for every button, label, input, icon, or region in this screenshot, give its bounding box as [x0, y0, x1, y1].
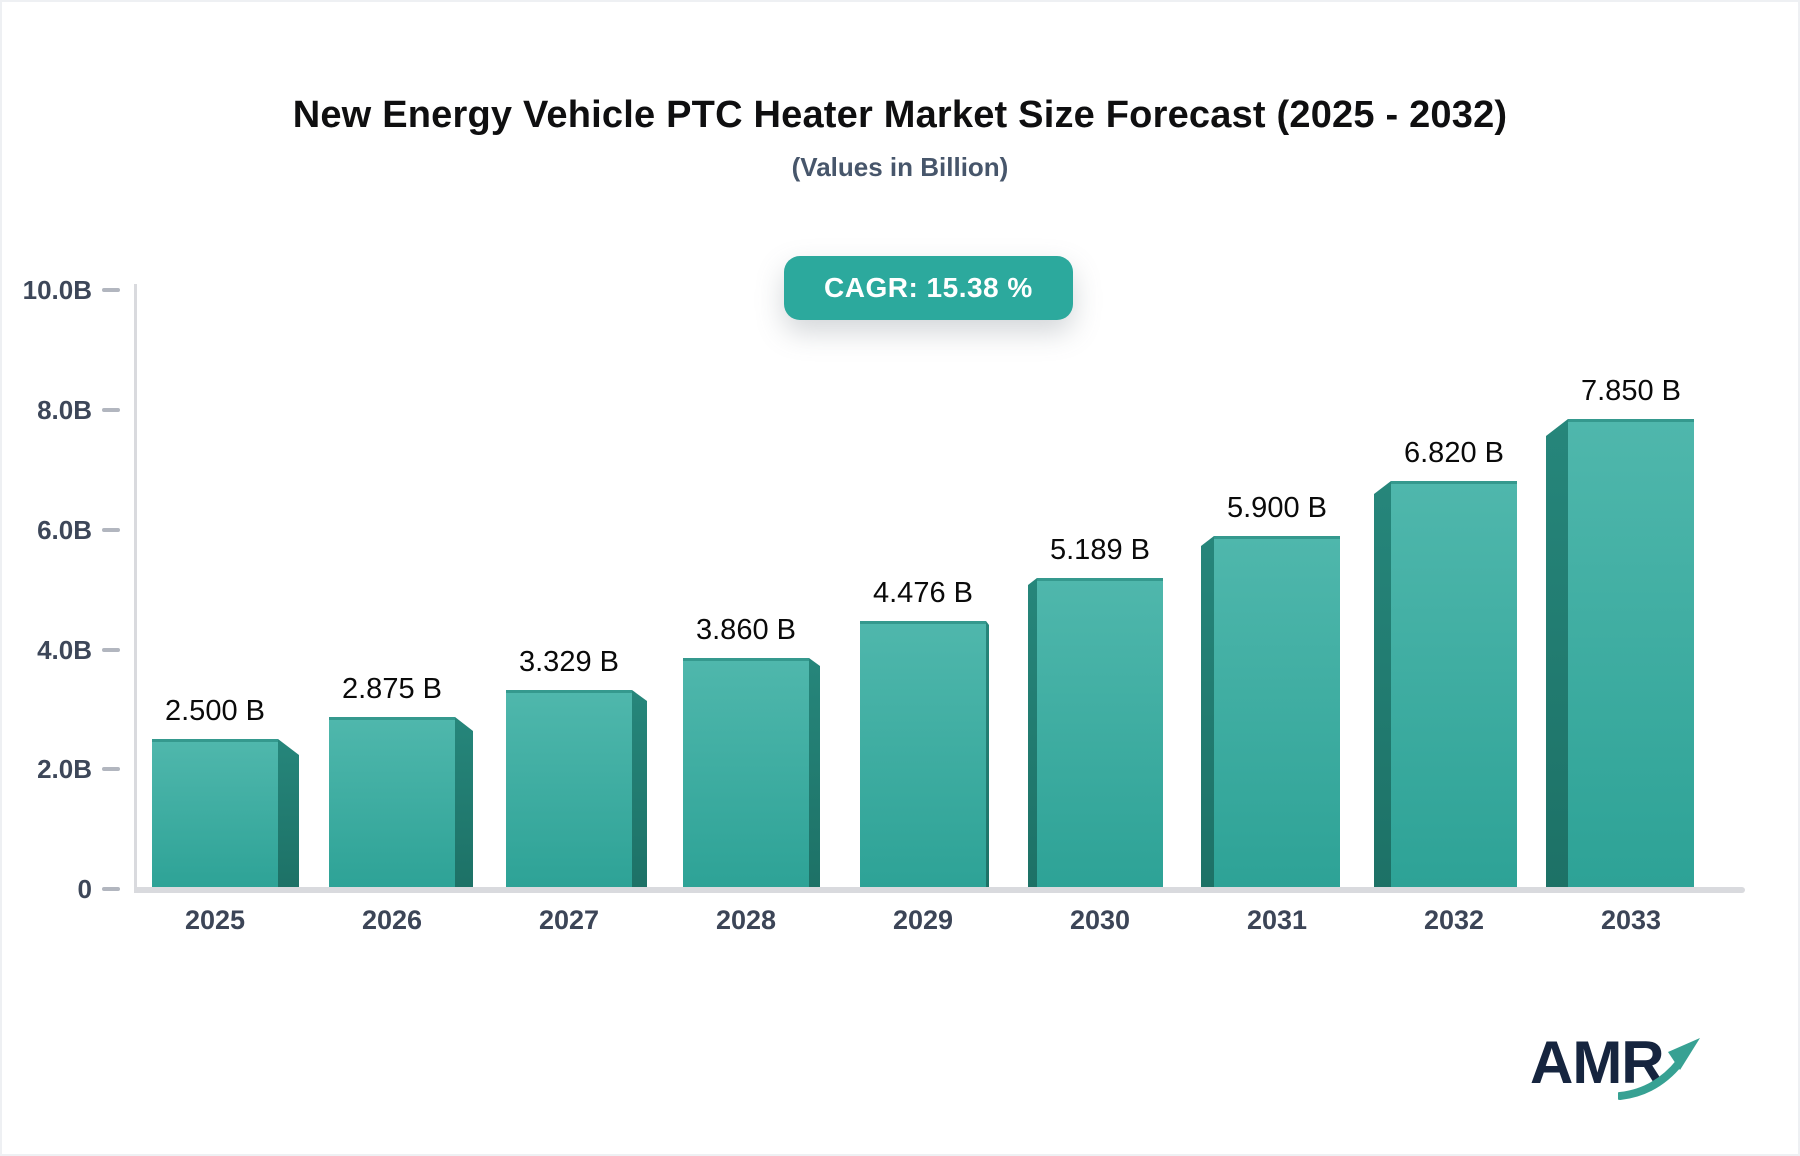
- bar: [506, 690, 632, 891]
- bar-value-label: 2.875 B: [342, 673, 442, 705]
- y-axis-tick-label: 8.0B: [37, 395, 92, 426]
- bar: [1214, 536, 1340, 891]
- bar: [152, 739, 278, 891]
- bar-side-face: [632, 690, 647, 891]
- x-axis-label: 2031: [1246, 905, 1308, 935]
- x-axis-label: 2025: [184, 905, 246, 935]
- bar-value-label: 3.329 B: [519, 646, 619, 678]
- bar-side-face: [1546, 419, 1568, 891]
- bar-value-label: 7.850 B: [1581, 375, 1681, 407]
- growth-arrow-icon: [1618, 1038, 1700, 1100]
- y-axis-tick: [102, 408, 120, 413]
- bar-side-face: [455, 717, 473, 891]
- bar-side-face: [809, 658, 820, 891]
- cagr-badge: CAGR: 15.38 %: [784, 256, 1073, 320]
- bar-side-face: [1201, 536, 1214, 891]
- chart-subtitle: (Values in Billion): [791, 152, 1009, 182]
- y-axis-tick: [102, 887, 120, 891]
- bar: [860, 621, 986, 891]
- y-axis-tick-label: 6.0B: [37, 514, 92, 545]
- bar-side-face: [986, 621, 989, 891]
- bar-value-label: 4.476 B: [873, 577, 973, 609]
- y-axis-tick: [102, 767, 120, 772]
- y-axis-tick-label: 0: [77, 874, 92, 904]
- bar: [683, 658, 809, 891]
- y-axis-tick-label: 10.0B: [22, 275, 92, 306]
- bar-side-face: [1374, 481, 1391, 891]
- x-axis-label: 2027: [538, 905, 600, 935]
- x-axis-label: 2033: [1600, 905, 1662, 935]
- bar-value-label: 6.820 B: [1404, 437, 1504, 469]
- x-axis-label: 2032: [1423, 905, 1485, 935]
- bar: [329, 717, 455, 891]
- bar-value-label: 2.500 B: [165, 695, 265, 727]
- y-axis-line: [134, 284, 137, 893]
- bar: [1037, 578, 1163, 891]
- chart-title: New Energy Vehicle PTC Heater Market Siz…: [292, 94, 1508, 136]
- y-axis-tick-label: 4.0B: [37, 634, 92, 665]
- x-axis-label: 2030: [1069, 905, 1131, 935]
- bar: [1568, 419, 1694, 891]
- bar: [1391, 481, 1517, 891]
- y-axis-tick: [102, 647, 120, 652]
- bar-side-face: [1028, 578, 1037, 891]
- y-axis-tick: [102, 288, 120, 293]
- y-axis-tick: [102, 527, 120, 532]
- x-axis-label: 2029: [892, 905, 954, 935]
- amr-logo-text: AMR: [1530, 1029, 1665, 1096]
- amr-logo: AMR: [1530, 1028, 1730, 1128]
- x-axis-label: 2028: [715, 905, 777, 935]
- x-axis-baseline: [134, 887, 1745, 893]
- bar-value-label: 3.860 B: [696, 614, 796, 646]
- bar-value-label: 5.189 B: [1050, 534, 1150, 566]
- bar-value-label: 5.900 B: [1227, 492, 1327, 524]
- x-axis-label: 2026: [361, 905, 423, 935]
- y-axis-tick-label: 2.0B: [37, 754, 92, 785]
- bar-side-face: [278, 739, 299, 891]
